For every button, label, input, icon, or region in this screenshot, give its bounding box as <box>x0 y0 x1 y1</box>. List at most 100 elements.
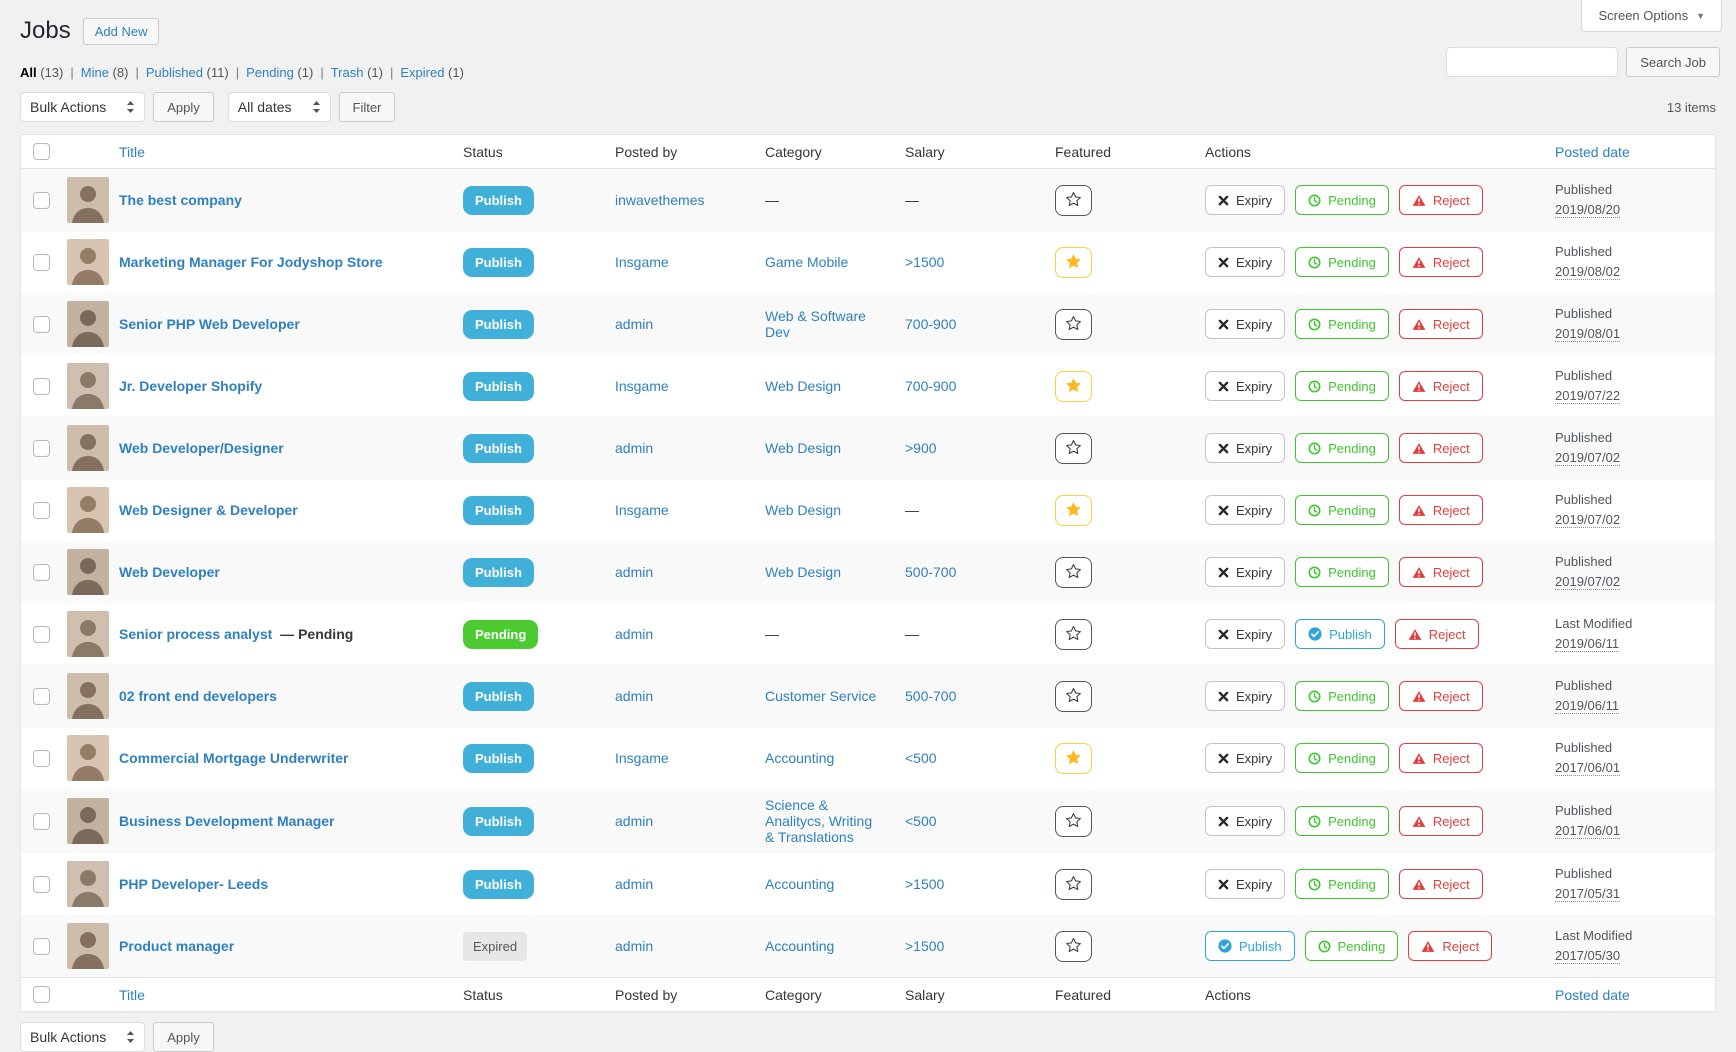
featured-toggle[interactable] <box>1055 246 1092 278</box>
category-link[interactable]: Accounting <box>765 876 835 892</box>
screen-options-button[interactable]: Screen Options ▼ <box>1581 0 1722 32</box>
featured-toggle[interactable] <box>1055 805 1092 837</box>
row-checkbox[interactable] <box>33 501 50 519</box>
view-filter-link[interactable]: Pending <box>246 65 294 80</box>
footer-select-all-checkbox[interactable] <box>33 986 50 1003</box>
row-checkbox[interactable] <box>33 625 50 643</box>
row-checkbox[interactable] <box>33 377 50 395</box>
action-button-reject[interactable]: Reject <box>1398 433 1483 463</box>
salary-value[interactable]: >900 <box>905 440 937 456</box>
job-title-link[interactable]: Business Development Manager <box>119 813 335 829</box>
action-button-reject[interactable]: Reject <box>1398 309 1483 339</box>
category-link[interactable]: Accounting <box>765 938 835 954</box>
action-button-pending[interactable]: Pending <box>1295 371 1389 401</box>
job-title-link[interactable]: Senior PHP Web Developer <box>119 316 300 332</box>
action-button-reject[interactable]: Reject <box>1408 931 1493 961</box>
view-filter-pending[interactable]: Pending (1) <box>246 65 313 80</box>
row-checkbox[interactable] <box>33 812 50 830</box>
action-button-pending[interactable]: Pending <box>1295 681 1389 711</box>
posted-by-link[interactable]: Insgame <box>615 502 669 518</box>
action-button-expiry[interactable]: Expiry <box>1205 619 1286 649</box>
column-header-label[interactable]: Posted date <box>1555 986 1630 1003</box>
posted-by-link[interactable]: Insgame <box>615 378 669 394</box>
salary-value[interactable]: <500 <box>905 750 937 766</box>
bulk-actions-select-bottom[interactable]: Bulk Actions <box>20 1022 146 1052</box>
job-title-link[interactable]: Jr. Developer Shopify <box>119 378 263 394</box>
view-filter-expired[interactable]: Expired (1) <box>400 65 464 80</box>
view-filter-mine[interactable]: Mine (8) <box>81 65 129 80</box>
job-title-link[interactable]: Marketing Manager For Jodyshop Store <box>119 254 383 270</box>
action-button-publish[interactable]: Publish <box>1205 931 1295 961</box>
job-title-link[interactable]: The best company <box>119 192 242 208</box>
posted-by-link[interactable]: Insgame <box>615 750 669 766</box>
job-title-link[interactable]: Commercial Mortgage Underwriter <box>119 750 349 766</box>
row-checkbox[interactable] <box>33 439 50 457</box>
column-header-title[interactable]: Title <box>109 136 453 168</box>
action-button-reject[interactable]: Reject <box>1398 743 1483 773</box>
action-button-reject[interactable]: Reject <box>1398 185 1483 215</box>
header-select-all-checkbox[interactable] <box>33 143 50 160</box>
job-title-link[interactable]: Web Developer <box>119 564 220 580</box>
view-filter-trash[interactable]: Trash (1) <box>331 65 383 80</box>
row-checkbox[interactable] <box>33 937 50 955</box>
posted-by-link[interactable]: admin <box>615 876 654 892</box>
featured-toggle[interactable] <box>1055 742 1092 774</box>
row-checkbox[interactable] <box>33 687 50 705</box>
salary-value[interactable]: 700-900 <box>905 378 957 394</box>
featured-toggle[interactable] <box>1055 618 1092 650</box>
featured-toggle[interactable] <box>1055 432 1092 464</box>
column-header-label[interactable]: Title <box>119 143 145 160</box>
action-button-reject[interactable]: Reject <box>1398 681 1483 711</box>
action-button-pending[interactable]: Pending <box>1295 247 1389 277</box>
action-button-pending[interactable]: Pending <box>1295 185 1389 215</box>
filter-button[interactable]: Filter <box>338 92 396 122</box>
action-button-reject[interactable]: Reject <box>1398 371 1483 401</box>
salary-value[interactable]: 500-700 <box>905 688 957 704</box>
job-title-link[interactable]: Web Developer/Designer <box>119 440 284 456</box>
view-filter-link[interactable]: All <box>20 65 37 80</box>
search-job-button[interactable]: Search Job <box>1626 47 1720 77</box>
apply-button[interactable]: Apply <box>153 92 214 122</box>
action-button-pending[interactable]: Pending <box>1304 931 1399 961</box>
salary-value[interactable]: <500 <box>905 813 937 829</box>
search-input[interactable] <box>1446 47 1619 77</box>
job-title-link[interactable]: Product manager <box>119 938 235 954</box>
dates-filter-select[interactable]: All dates <box>227 92 331 122</box>
job-title-link[interactable]: Web Designer & Developer <box>119 502 298 518</box>
job-title-link[interactable]: Senior process analyst <box>119 626 273 642</box>
action-button-expiry[interactable]: Expiry <box>1205 557 1286 587</box>
action-button-expiry[interactable]: Expiry <box>1205 371 1286 401</box>
category-link[interactable]: Game Mobile <box>765 254 849 270</box>
salary-value[interactable]: >1500 <box>905 254 945 270</box>
apply-button-bottom[interactable]: Apply <box>153 1022 214 1052</box>
posted-by-link[interactable]: admin <box>615 316 654 332</box>
job-title-link[interactable]: 02 front end developers <box>119 688 277 704</box>
category-link[interactable]: Web Design <box>765 440 842 456</box>
column-header-title[interactable]: Title <box>109 979 453 1011</box>
column-header-label[interactable]: Posted date <box>1555 143 1630 160</box>
action-button-expiry[interactable]: Expiry <box>1205 247 1286 277</box>
row-checkbox[interactable] <box>33 563 50 581</box>
action-button-reject[interactable]: Reject <box>1398 247 1483 277</box>
featured-toggle[interactable] <box>1055 184 1092 216</box>
category-link[interactable]: Web & Software Dev <box>765 308 866 340</box>
featured-toggle[interactable] <box>1055 556 1092 588</box>
action-button-pending[interactable]: Pending <box>1295 309 1389 339</box>
action-button-reject[interactable]: Reject <box>1398 557 1483 587</box>
action-button-reject[interactable]: Reject <box>1398 869 1483 899</box>
action-button-expiry[interactable]: Expiry <box>1205 681 1286 711</box>
row-checkbox[interactable] <box>33 875 50 893</box>
column-header-posted_date[interactable]: Posted date <box>1545 136 1715 168</box>
action-button-reject[interactable]: Reject <box>1398 495 1483 525</box>
posted-by-link[interactable]: admin <box>615 938 654 954</box>
featured-toggle[interactable] <box>1055 370 1092 402</box>
action-button-pending[interactable]: Pending <box>1295 557 1389 587</box>
action-button-expiry[interactable]: Expiry <box>1205 743 1286 773</box>
featured-toggle[interactable] <box>1055 494 1092 526</box>
view-filter-link[interactable]: Published <box>145 65 203 80</box>
action-button-expiry[interactable]: Expiry <box>1205 869 1286 899</box>
salary-value[interactable]: >1500 <box>905 938 945 954</box>
posted-by-link[interactable]: admin <box>615 626 654 642</box>
salary-value[interactable]: 700-900 <box>905 316 957 332</box>
action-button-pending[interactable]: Pending <box>1295 495 1389 525</box>
